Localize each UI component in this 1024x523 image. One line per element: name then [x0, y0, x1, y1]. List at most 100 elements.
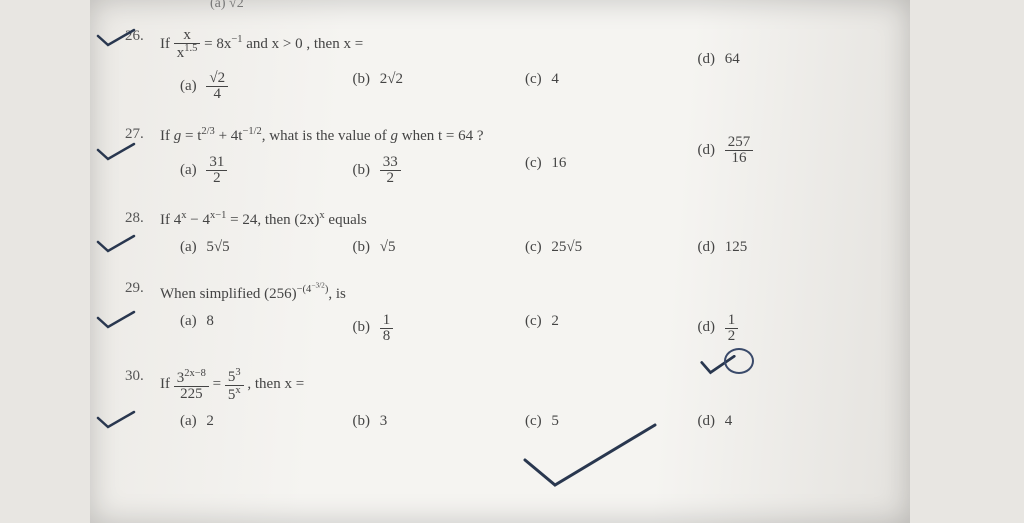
option-c: (c) 16 [525, 155, 698, 186]
stem-text: = 8x−1 and x > 0 , then x = [204, 36, 363, 52]
option-label: (a) [180, 162, 197, 178]
option-value: 8 [206, 313, 214, 329]
option-label: (d) [698, 142, 716, 158]
question-number: 27. [125, 126, 144, 143]
option-b: (b) 2√2 [353, 71, 526, 102]
numerator: √2 [206, 71, 228, 87]
stem-text: = [213, 376, 225, 392]
question-number: 28. [125, 210, 144, 227]
option-value: 3 [380, 413, 388, 429]
numerator: 1 [380, 313, 394, 329]
fraction: 1 8 [380, 313, 394, 344]
option-label: (b) [353, 162, 371, 178]
question-stem: If 32x−8 225 = 53 5x , then x = [160, 376, 304, 392]
options-row-27: (a) 31 2 (b) 33 2 (c) 16 (d) 257 16 [90, 151, 910, 190]
question-stem: If 4x − 4x−1 = 24, then (2x)x equals [160, 212, 367, 228]
option-label: (c) [525, 313, 542, 329]
numerator: 53 [225, 368, 244, 386]
fraction: 31 2 [206, 155, 227, 186]
option-value: 25√5 [551, 239, 582, 255]
option-value: 2 [551, 313, 559, 329]
question-stem: When simplified (256)−(4−3/2), is [160, 286, 346, 302]
option-value: 5√5 [206, 239, 229, 255]
option-d: (d) 125 [698, 239, 871, 256]
fraction: 257 16 [725, 135, 754, 166]
denominator: 5x [225, 386, 244, 403]
option-c: (c) 25√5 [525, 239, 698, 256]
option-a: (a) 2 [180, 413, 353, 430]
denominator: 225 [174, 387, 209, 402]
option-c: (c) 2 [525, 313, 698, 344]
question-29: 29. When simplified (256)−(4−3/2), is [90, 274, 910, 309]
numerator: 257 [725, 135, 754, 151]
option-label: (d) [698, 413, 716, 429]
stem-text: , then x = [247, 376, 304, 392]
option-value: 64 [725, 51, 740, 67]
option-a: (a) √2 4 [180, 71, 353, 102]
question-stem: If x x1.5 = 8x−1 and x > 0 , then x = [160, 36, 363, 52]
fraction: 32x−8 225 [174, 369, 209, 402]
denominator: 2 [206, 171, 227, 186]
option-label: (d) [698, 239, 716, 255]
options-row-29: (a) 8 (b) 1 8 (c) 2 (d) 1 2 [90, 309, 910, 348]
option-a: (a) 31 2 [180, 155, 353, 186]
tick-icon [96, 410, 136, 430]
option-value: 2 [206, 413, 214, 429]
tick-icon [96, 28, 136, 48]
fragment-text: (a) √2 [210, 0, 244, 12]
option-label: (a) [180, 413, 197, 429]
option-d: (d) 4 [698, 413, 871, 430]
question-stem: If g = t2/3 + 4t−1/2, what is the value … [160, 128, 484, 144]
option-value: 4 [725, 413, 733, 429]
options-row-30: (a) 2 (b) 3 (c) 5 (d) 4 [90, 409, 910, 434]
option-label: (a) [180, 78, 197, 94]
denominator: 2 [380, 171, 401, 186]
denominator: 8 [380, 329, 394, 344]
option-c: (c) 4 [525, 71, 698, 102]
option-value: 16 [551, 155, 566, 171]
numerator: x [174, 28, 201, 44]
big-tick-icon [520, 420, 660, 490]
fraction: 1 2 [725, 313, 739, 344]
question-number: 30. [125, 368, 144, 385]
option-label: (d) [698, 319, 716, 335]
options-row-26: (a) √2 4 (b) 2√2 (c) 4 (d) 64 [90, 67, 910, 106]
option-b: (b) √5 [353, 239, 526, 256]
option-d: (d) 257 16 [698, 135, 871, 166]
option-label: (c) [525, 155, 542, 171]
stem-text: If [160, 376, 174, 392]
denominator: 4 [206, 87, 228, 102]
option-a: (a) 8 [180, 313, 353, 344]
option-value: 125 [725, 239, 748, 255]
numerator: 1 [725, 313, 739, 329]
options-row-28: (a) 5√5 (b) √5 (c) 25√5 (d) 125 [90, 235, 910, 260]
option-label: (a) [180, 313, 197, 329]
option-label: (c) [525, 239, 542, 255]
option-label: (c) [525, 71, 542, 87]
fraction: 33 2 [380, 155, 401, 186]
tick-icon [96, 310, 136, 330]
numerator: 32x−8 [174, 369, 209, 387]
stem-text: If [160, 36, 174, 52]
option-label: (b) [353, 71, 371, 87]
circle-mark-icon [724, 348, 754, 374]
denominator: x1.5 [174, 44, 201, 61]
option-d: (d) 1 2 [698, 313, 871, 344]
option-b: (b) 1 8 [353, 313, 526, 344]
option-value: 2√2 [380, 71, 403, 87]
option-label: (b) [353, 239, 371, 255]
option-label: (b) [353, 413, 371, 429]
question-28: 28. If 4x − 4x−1 = 24, then (2x)x equals [90, 204, 910, 235]
tick-icon [96, 234, 136, 254]
option-b: (b) 33 2 [353, 155, 526, 186]
option-a: (a) 5√5 [180, 239, 353, 256]
question-30: 30. If 32x−8 225 = 53 5x , then x = [90, 362, 910, 409]
option-value: √5 [380, 239, 396, 255]
denominator: 2 [725, 329, 739, 344]
exam-page: (a) √2 26. If x x1.5 = 8x−1 and x > 0 , … [90, 0, 910, 523]
option-d: (d) 64 [698, 51, 871, 82]
option-label: (d) [698, 51, 716, 67]
tick-icon [96, 142, 136, 162]
fraction: √2 4 [206, 71, 228, 102]
numerator: 33 [380, 155, 401, 171]
